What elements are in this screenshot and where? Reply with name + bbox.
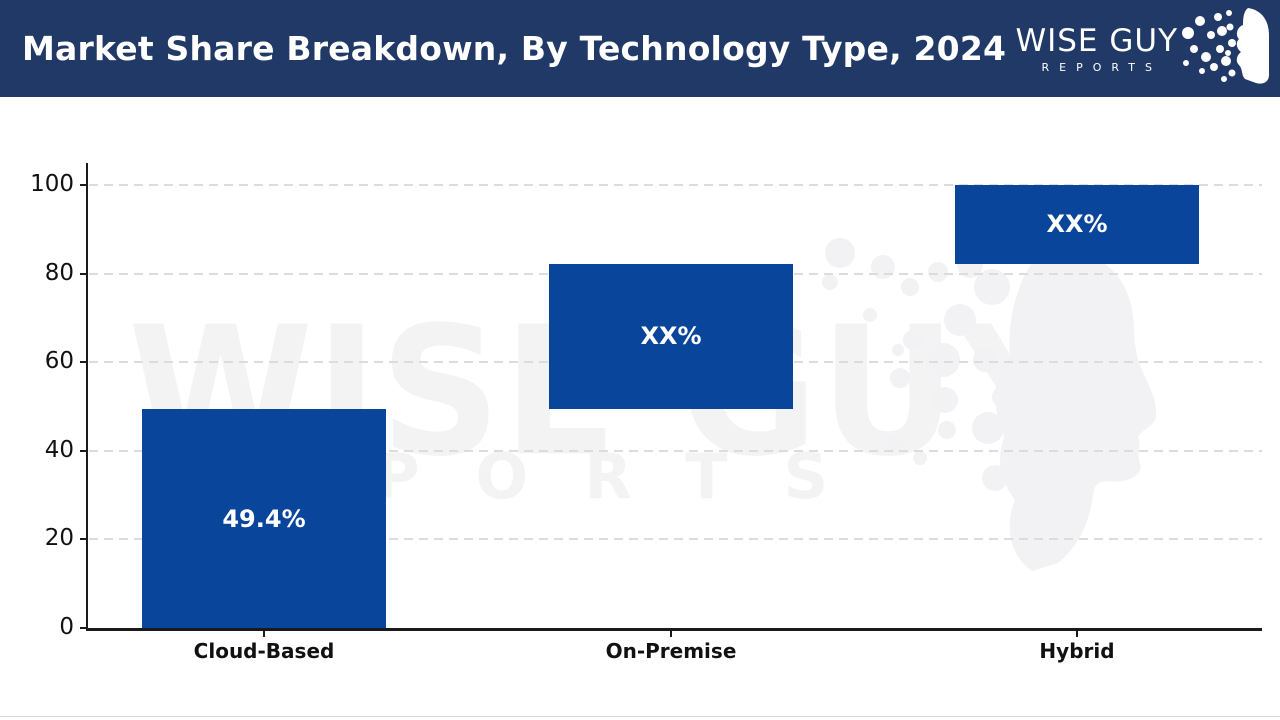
gridline-40 (89, 449, 1262, 452)
y-tick-mark-80 (80, 272, 88, 275)
y-tick-label-20: 20 (44, 525, 74, 552)
category-label-cloud-based: Cloud-Based (193, 639, 335, 663)
watermark-face-icon (810, 225, 1170, 579)
bottom-border-line (0, 716, 1280, 717)
brand-logo-text: WISE GUY REPORTS (1015, 23, 1178, 74)
x-tick-mark-hybrid (1076, 631, 1078, 637)
bar-cloud-based: 49.4% (142, 409, 386, 628)
bar-hybrid: XX% (955, 185, 1199, 264)
y-tick-mark-60 (80, 361, 88, 364)
y-tick-mark-100 (80, 184, 88, 186)
category-label-on-premise: On-Premise (605, 639, 737, 663)
x-tick-mark-cloud-based (263, 631, 265, 637)
y-tick-label-40: 40 (44, 436, 74, 463)
page-title: Market Share Breakdown, By Technology Ty… (22, 29, 1007, 68)
category-label-hybrid: Hybrid (1039, 639, 1115, 663)
gridline-20 (89, 538, 1262, 541)
header-banner: Market Share Breakdown, By Technology Ty… (0, 0, 1280, 97)
y-tick-mark-40 (80, 449, 88, 452)
x-axis-line (86, 628, 1262, 631)
y-tick-mark-20 (80, 538, 88, 541)
y-tick-label-0: 0 (59, 614, 74, 640)
y-tick-label-60: 60 (44, 348, 74, 375)
y-tick-label-100: 100 (30, 171, 74, 197)
brand-logo: WISE GUY REPORTS (1015, 5, 1280, 93)
bar-on-premise: XX% (549, 263, 793, 410)
bar-value-label-cloud-based: 49.4% (222, 504, 306, 533)
brand-name: WISE GUY (1015, 23, 1178, 59)
y-tick-mark-0 (80, 627, 88, 629)
brand-subtitle: REPORTS (1041, 61, 1162, 74)
brand-face-icon (1180, 5, 1272, 93)
bar-value-label-hybrid: XX% (1046, 210, 1108, 239)
y-tick-label-80: 80 (44, 259, 74, 286)
bar-value-label-on-premise: XX% (640, 322, 702, 351)
x-tick-mark-on-premise (670, 631, 672, 637)
y-axis-line (86, 163, 88, 630)
gridline-100 (89, 184, 1262, 186)
